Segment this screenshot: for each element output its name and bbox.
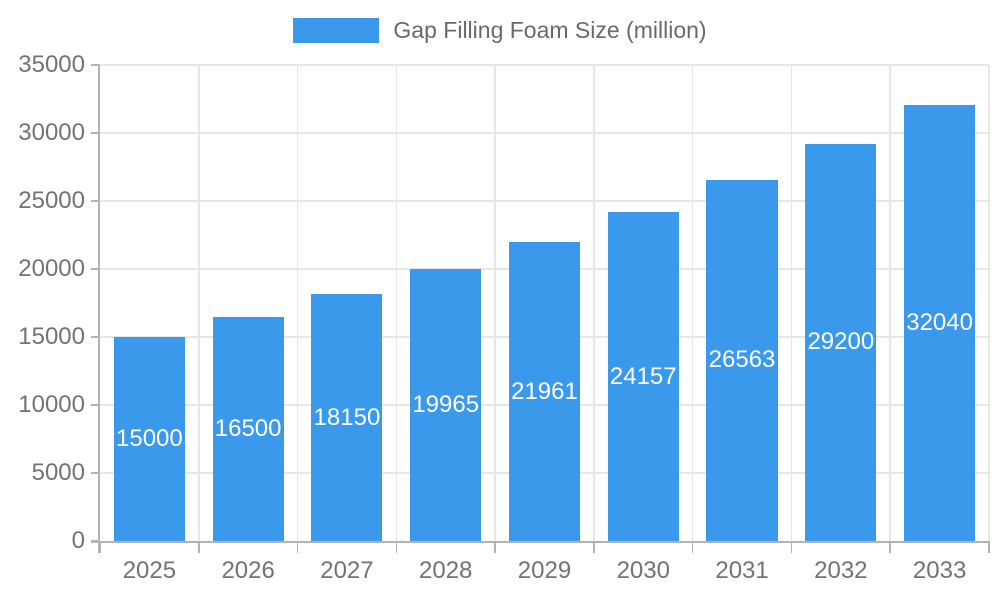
x-axis-tick xyxy=(395,541,398,553)
x-gridline xyxy=(395,65,398,541)
bar-2026[interactable] xyxy=(212,316,284,541)
y-axis-line xyxy=(98,65,100,553)
bar-2028[interactable] xyxy=(410,269,482,541)
y-axis-tick xyxy=(91,200,100,202)
x-gridline xyxy=(790,65,793,541)
bar-2033[interactable] xyxy=(904,105,976,541)
x-axis-tick xyxy=(296,541,299,553)
x-axis-tick-label: 2027 xyxy=(320,557,374,584)
x-axis-tick-label: 2030 xyxy=(616,557,670,584)
bar-2027[interactable] xyxy=(311,294,383,541)
x-axis-tick xyxy=(593,541,595,553)
bar-2025[interactable] xyxy=(113,337,185,541)
y-axis-tick-label: 15000 xyxy=(18,323,85,350)
bar-value-label: 15000 xyxy=(116,425,183,452)
y-gridline xyxy=(100,64,989,66)
x-axis-tick xyxy=(988,541,990,553)
y-gridline xyxy=(100,132,989,134)
x-axis-tick xyxy=(691,541,694,553)
x-axis-tick xyxy=(790,541,793,553)
y-axis-tick xyxy=(91,132,100,134)
x-axis-tick xyxy=(99,541,101,553)
y-axis-tick-label: 30000 xyxy=(18,119,85,146)
x-axis-line xyxy=(91,541,989,543)
x-gridline xyxy=(988,65,990,541)
bar-2030[interactable] xyxy=(607,212,679,541)
bar-value-label: 24157 xyxy=(609,362,677,390)
bar-value-label: 19965 xyxy=(412,391,480,419)
y-axis-tick xyxy=(91,268,100,270)
bar-value-label: 29200 xyxy=(807,328,875,356)
y-axis-tick-label: 10000 xyxy=(18,391,85,418)
y-axis-tick-label: 5000 xyxy=(31,459,85,486)
bar-value-label: 32040 xyxy=(906,309,973,337)
y-axis-tick xyxy=(91,64,100,66)
x-axis-tick-label: 2033 xyxy=(912,557,967,584)
y-axis-tick xyxy=(91,472,100,474)
x-axis-tick xyxy=(494,541,496,553)
bar-2029[interactable] xyxy=(508,242,581,541)
x-gridline xyxy=(296,65,299,541)
y-gridline xyxy=(100,200,989,202)
x-gridline xyxy=(198,65,200,541)
x-axis-tick-label: 2029 xyxy=(517,557,572,584)
y-axis-tick-label: 35000 xyxy=(18,51,85,78)
bar-value-label: 21961 xyxy=(511,377,578,405)
bar-value-label: 26563 xyxy=(708,346,776,374)
bar-value-label: 16500 xyxy=(214,414,282,442)
legend-swatch xyxy=(293,17,380,43)
x-axis-tick xyxy=(198,541,200,553)
legend-label: Gap Filling Foam Size (million) xyxy=(393,17,707,43)
y-axis-tick-label: 25000 xyxy=(18,187,85,214)
x-gridline xyxy=(889,65,891,541)
x-gridline xyxy=(691,65,694,541)
x-axis-tick xyxy=(889,541,891,553)
x-axis-tick-label: 2031 xyxy=(715,557,769,584)
legend-item[interactable]: Gap Filling Foam Size (million) xyxy=(0,16,1000,44)
y-axis-tick-label: 0 xyxy=(71,527,85,554)
x-axis-tick-label: 2028 xyxy=(419,557,473,584)
x-axis-tick-label: 2026 xyxy=(221,557,275,584)
x-gridline xyxy=(593,65,595,541)
bar-2031[interactable] xyxy=(706,179,778,541)
y-axis-tick xyxy=(91,404,100,406)
bar-2032[interactable] xyxy=(805,143,877,541)
x-gridline xyxy=(494,65,496,541)
bar-value-label: 18150 xyxy=(313,403,381,431)
x-axis-tick-label: 2032 xyxy=(814,557,868,584)
y-axis-tick-label: 20000 xyxy=(18,255,85,282)
y-axis-tick xyxy=(91,336,100,338)
x-axis-tick-label: 2025 xyxy=(122,557,177,584)
